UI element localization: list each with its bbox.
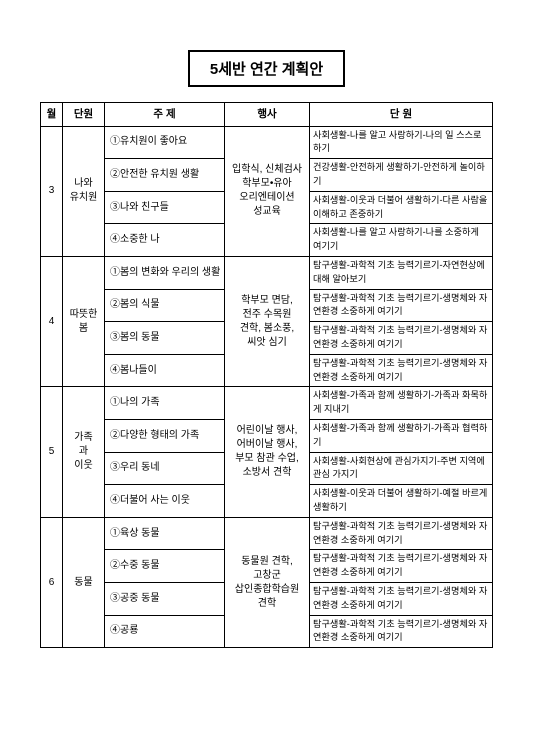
topic-cell: ②수중 동물	[105, 550, 225, 583]
table-row: 5가족과이웃①나의 가족어린이날 행사,어버이날 행사,부모 참관 수업,소방서…	[41, 387, 493, 420]
topic-cell: ④더불어 사는 이웃	[105, 485, 225, 518]
topic-cell: ④봄나들이	[105, 354, 225, 387]
goal-cell: 탐구생활-과학적 기초 능력기르기-생명체와 자연환경 소중하게 여기기	[310, 517, 493, 550]
month-cell: 3	[41, 126, 63, 256]
unit-cell: 따뜻한봄	[63, 257, 105, 387]
unit-cell: 가족과이웃	[63, 387, 105, 517]
unit-cell: 동물	[63, 517, 105, 647]
month-cell: 5	[41, 387, 63, 517]
goal-cell: 탐구생활-과학적 기초 능력기르기-생명체와 자연환경 소중하게 여기기	[310, 322, 493, 355]
goal-cell: 사회생활-가족과 함께 생활하기-가족과 화목하게 지내기	[310, 387, 493, 420]
goal-cell: 탐구생활-과학적 기초 능력기르기-생명체와 자연환경 소중하게 여기기	[310, 354, 493, 387]
topic-cell: ③나와 친구들	[105, 191, 225, 224]
plan-table: 월 단원 주 제 행사 단 원 3나와유치원①유치원이 좋아요입학식, 신체검사…	[40, 102, 493, 648]
month-cell: 6	[41, 517, 63, 647]
goal-cell: 사회생활-사회현상에 관심가지기-주변 지역에 관심 가지기	[310, 452, 493, 485]
table-row: 3나와유치원①유치원이 좋아요입학식, 신체검사학부모•유아오리엔테이션성교육사…	[41, 126, 493, 159]
topic-cell: ④공룡	[105, 615, 225, 648]
goal-cell: 탐구생활-과학적 기초 능력기르기-자연현상에 대해 알아보기	[310, 257, 493, 290]
topic-cell: ②봄의 식물	[105, 289, 225, 322]
table-row: 4따뜻한봄①봄의 변화와 우리의 생활학부모 면담,전주 수목원견학, 봄소풍,…	[41, 257, 493, 290]
header-month: 월	[41, 103, 63, 127]
header-event: 행사	[225, 103, 310, 127]
event-cell: 입학식, 신체검사학부모•유아오리엔테이션성교육	[225, 126, 310, 256]
topic-cell: ③공중 동물	[105, 583, 225, 616]
goal-cell: 사회생활-가족과 함께 생활하기-가족과 협력하기	[310, 420, 493, 453]
page-title: 5세반 연간 계획안	[188, 50, 345, 87]
goal-cell: 탐구생활-과학적 기초 능력기르기-생명체와 자연환경 소중하게 여기기	[310, 583, 493, 616]
month-cell: 4	[41, 257, 63, 387]
goal-cell: 사회생활-나를 알고 사랑하기-나를 소중하게 여기기	[310, 224, 493, 257]
header-goal: 단 원	[310, 103, 493, 127]
topic-cell: ③우리 동네	[105, 452, 225, 485]
table-row: 6동물①육상 동물동물원 견학,고창군삽인종합학습원견학탐구생활-과학적 기초 …	[41, 517, 493, 550]
goal-cell: 사회생활-이웃과 더불어 생활하기-예절 바르게 생활하기	[310, 485, 493, 518]
event-cell: 어린이날 행사,어버이날 행사,부모 참관 수업,소방서 견학	[225, 387, 310, 517]
unit-cell: 나와유치원	[63, 126, 105, 256]
goal-cell: 사회생활-이웃과 더불어 생활하기-다른 사람을 이해하고 존중하기	[310, 191, 493, 224]
topic-cell: ①육상 동물	[105, 517, 225, 550]
topic-cell: ①봄의 변화와 우리의 생활	[105, 257, 225, 290]
topic-cell: ③봄의 동물	[105, 322, 225, 355]
header-topic: 주 제	[105, 103, 225, 127]
event-cell: 동물원 견학,고창군삽인종합학습원견학	[225, 517, 310, 647]
header-row: 월 단원 주 제 행사 단 원	[41, 103, 493, 127]
header-unit: 단원	[63, 103, 105, 127]
goal-cell: 탐구생활-과학적 기초 능력기르기-생명체와 자연환경 소중하게 여기기	[310, 615, 493, 648]
goal-cell: 탐구생활-과학적 기초 능력기르기-생명체와 자연환경 소중하게 여기기	[310, 289, 493, 322]
topic-cell: ④소중한 나	[105, 224, 225, 257]
topic-cell: ②안전한 유치원 생활	[105, 159, 225, 192]
goal-cell: 탐구생활-과학적 기초 능력기르기-생명체와 자연환경 소중하게 여기기	[310, 550, 493, 583]
event-cell: 학부모 면담,전주 수목원견학, 봄소풍,씨앗 심기	[225, 257, 310, 387]
goal-cell: 사회생활-나를 알고 사랑하기-나의 일 스스로 하기	[310, 126, 493, 159]
topic-cell: ②다양한 형태의 가족	[105, 420, 225, 453]
topic-cell: ①유치원이 좋아요	[105, 126, 225, 159]
topic-cell: ①나의 가족	[105, 387, 225, 420]
goal-cell: 건강생활-안전하게 생활하기-안전하게 놀이하기	[310, 159, 493, 192]
